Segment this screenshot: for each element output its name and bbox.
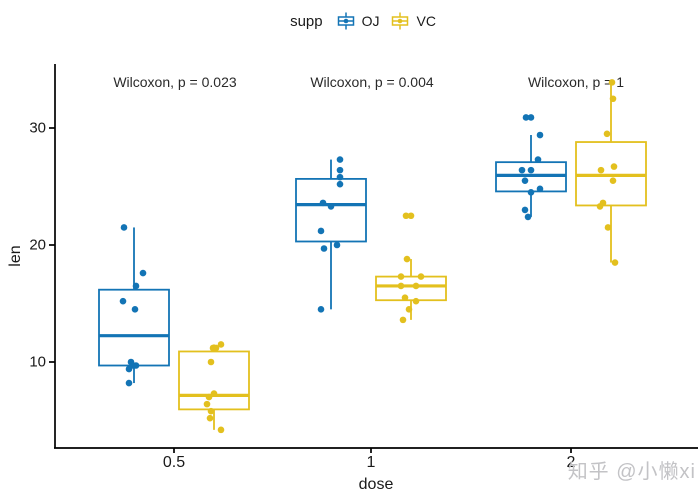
data-point <box>207 358 215 366</box>
data-point <box>327 203 335 210</box>
box <box>575 141 647 207</box>
legend-label: VC <box>416 13 436 29</box>
y-tick-label: 10 <box>29 354 46 371</box>
data-point <box>603 130 611 138</box>
data-point <box>522 114 530 121</box>
data-point <box>521 206 529 214</box>
data-point <box>412 282 420 290</box>
jitter-points-vc-dose-2 <box>596 79 619 266</box>
data-point <box>527 166 535 174</box>
x-axis-title: dose <box>359 476 394 493</box>
data-point <box>610 163 618 170</box>
box <box>295 177 367 243</box>
outlier-point <box>407 212 415 220</box>
data-point <box>405 306 413 313</box>
data-point <box>596 203 604 210</box>
data-point <box>212 344 220 352</box>
data-point <box>319 199 327 207</box>
data-point <box>536 185 544 193</box>
data-point <box>207 407 215 415</box>
jitter-points-oj-dose-1 <box>317 156 344 313</box>
data-point <box>217 341 225 348</box>
legend-label: OJ <box>361 13 380 29</box>
data-point <box>403 255 411 263</box>
data-point <box>597 166 605 174</box>
data-point <box>534 156 542 163</box>
boxplot-vc-dose-0.5 <box>178 344 250 430</box>
data-point <box>397 282 405 290</box>
data-point <box>119 297 127 305</box>
data-point <box>333 241 341 249</box>
boxplot-oj-dose-2 <box>495 114 567 217</box>
data-point <box>203 400 211 408</box>
boxplot-vc-dose-1 <box>375 212 447 320</box>
data-point <box>125 365 133 373</box>
data-point <box>320 245 328 252</box>
data-point <box>120 224 128 231</box>
data-point <box>402 212 410 220</box>
data-point <box>401 294 409 301</box>
data-point <box>518 166 526 174</box>
data-point <box>132 362 140 369</box>
x-axis: 0.5 1 2 dose <box>54 447 698 493</box>
boxplot-oj-dose-1 <box>295 159 367 310</box>
jitter-points-vc-dose-0.5 <box>203 341 225 434</box>
watermark: 知乎 @小懒xi <box>567 461 696 483</box>
legend-item-oj: OJ <box>336 11 380 31</box>
outlier-point <box>527 114 535 121</box>
boxplot-oj-dose-0.5 <box>98 227 170 384</box>
wilcoxon-annotation: Wilcoxon, p = 0.023 <box>113 74 237 90</box>
data-point <box>336 166 344 174</box>
data-point <box>336 173 344 181</box>
data-point <box>536 131 544 139</box>
data-point <box>609 177 617 184</box>
wilcoxon-annotation: Wilcoxon, p = 0.004 <box>310 74 434 90</box>
box <box>178 350 250 411</box>
data-point <box>527 189 535 196</box>
data-point <box>139 269 147 277</box>
legend: supp OJ VC <box>13 11 700 31</box>
data-point <box>399 316 407 324</box>
jitter-points-vc-dose-1 <box>397 212 425 324</box>
y-axis-title: len <box>7 245 24 266</box>
data-point <box>336 180 344 188</box>
data-point <box>609 95 617 103</box>
data-point <box>210 390 218 397</box>
box <box>98 288 170 367</box>
data-point <box>336 156 344 163</box>
legend-title: supp <box>290 12 323 30</box>
data-point <box>397 273 405 280</box>
legend-item-vc: VC <box>390 11 436 31</box>
data-point <box>611 259 619 266</box>
data-point <box>604 224 612 231</box>
data-point <box>131 306 139 313</box>
boxplot-vc-dose-2 <box>575 82 647 263</box>
data-point <box>524 213 532 221</box>
boxplot-key-icon <box>392 12 409 30</box>
data-point <box>132 282 140 290</box>
data-point <box>206 414 214 422</box>
y-tick-label: 30 <box>29 120 46 137</box>
data-point <box>412 297 420 305</box>
data-point <box>317 227 325 235</box>
y-axis: 10 20 30 len <box>7 64 56 448</box>
y-tick-label: 20 <box>29 237 46 254</box>
x-tick-label: 0.5 <box>163 454 185 471</box>
data-point <box>317 306 325 313</box>
x-tick-label: 1 <box>367 454 376 471</box>
wilcoxon-annotation: Wilcoxon, p = 1 <box>528 74 624 90</box>
box <box>375 275 447 302</box>
data-point <box>205 393 213 401</box>
boxplot-key-icon <box>337 12 354 30</box>
data-point <box>608 79 616 86</box>
data-point <box>125 379 133 387</box>
jitter-points-oj-dose-2 <box>518 114 544 221</box>
data-point <box>417 273 425 280</box>
x-tick-label: 2 <box>567 454 576 471</box>
data-point <box>217 426 225 434</box>
data-point <box>521 177 529 184</box>
jitter-points-oj-dose-0.5 <box>119 224 147 387</box>
